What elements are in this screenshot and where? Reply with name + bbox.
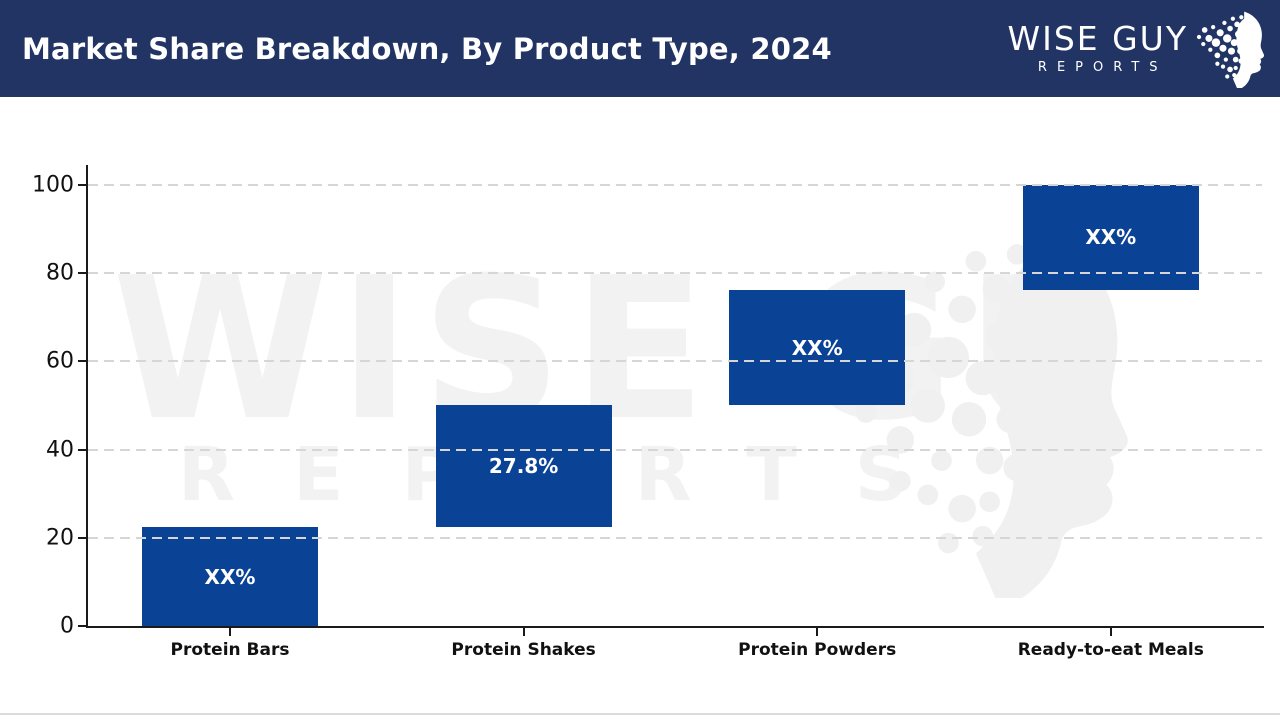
y-gridline [88, 360, 1262, 363]
bar-protein-powders: XX% [729, 289, 906, 406]
x-axis-line [86, 626, 1264, 628]
y-gridline [88, 272, 1262, 275]
x-tick-label: Protein Powders [738, 640, 897, 660]
x-axis-tick [816, 628, 819, 636]
x-tick-label: Protein Shakes [451, 640, 596, 660]
y-tick-label: 20 [46, 525, 74, 551]
y-tick-label: 40 [46, 437, 74, 463]
logo-wiseguy-label: WISE GUY [1007, 19, 1188, 58]
y-tick-label: 80 [46, 260, 74, 286]
bar-value-label: 27.8% [488, 453, 559, 478]
y-axis-tick [78, 625, 86, 627]
y-axis-tick [78, 360, 86, 363]
x-axis-tick [522, 628, 525, 636]
x-tick-label: Protein Bars [170, 640, 290, 660]
logo-reports-label: REPORTS [1037, 60, 1168, 75]
chart-title: Market Share Breakdown, By Product Type,… [22, 31, 832, 66]
y-gridline [88, 184, 1262, 186]
wise-guy-reports-logo: WISE GUY REPORTS [1007, 10, 1280, 88]
bar-value-label: XX% [204, 564, 256, 589]
header-bar: Market Share Breakdown, By Product Type,… [0, 0, 1280, 97]
dotted-profile-head-icon [1192, 10, 1266, 88]
x-axis-tick [229, 628, 231, 636]
bar-protein-shakes: 27.8% [435, 404, 612, 528]
bar-value-label: XX% [1085, 225, 1137, 250]
y-axis-tick [78, 448, 86, 451]
bar-protein-bars: XX% [142, 527, 318, 626]
y-tick-label: 0 [60, 613, 74, 639]
y-axis-tick [78, 272, 86, 275]
bottom-divider-line [0, 713, 1280, 715]
bar-value-label: XX% [791, 335, 843, 360]
y-gridline [88, 448, 1262, 451]
y-axis-tick [78, 184, 86, 186]
x-axis-tick [1109, 628, 1112, 636]
logo-text: WISE GUY REPORTS [1007, 22, 1188, 75]
x-tick-label: Ready-to-eat Meals [1017, 640, 1204, 660]
y-tick-label: 100 [32, 172, 74, 198]
y-gridline [88, 536, 1262, 539]
y-axis-tick [78, 536, 86, 539]
y-tick-label: 60 [46, 348, 74, 374]
y-axis-line [86, 165, 88, 628]
